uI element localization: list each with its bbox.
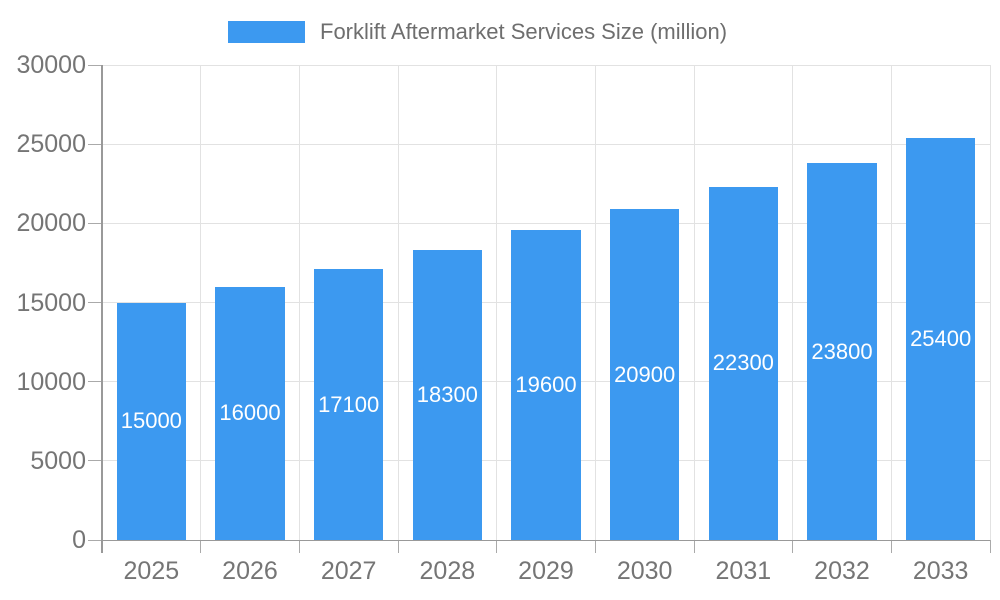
x-axis-tick	[890, 540, 892, 553]
x-axis-tick-label: 2027	[320, 557, 377, 585]
gridline-vertical	[594, 65, 596, 540]
x-axis-tick	[792, 540, 794, 553]
gridline-vertical	[792, 65, 794, 540]
bar: 22300	[708, 186, 778, 540]
x-axis-tick	[200, 540, 202, 553]
y-axis-tick-label: 0	[72, 526, 86, 554]
gridline-vertical	[693, 65, 695, 540]
bar: 15000	[116, 302, 186, 540]
y-axis-tick	[88, 381, 102, 383]
y-axis-tick-label: 5000	[30, 446, 86, 475]
bar: 18300	[412, 250, 482, 540]
bar-value-label: 17100	[318, 391, 380, 417]
y-axis-tick-label: 15000	[16, 288, 86, 317]
bar: 25400	[906, 137, 976, 540]
gridline-vertical	[890, 65, 892, 540]
x-axis-tick	[298, 540, 300, 553]
x-axis-tick	[693, 540, 695, 553]
y-axis-tick	[88, 222, 102, 224]
bar: 20900	[610, 209, 680, 540]
bar-value-label: 23800	[811, 338, 873, 364]
bar-value-label: 22300	[712, 350, 774, 376]
y-axis-tick-label: 25000	[16, 130, 86, 159]
gridline-horizontal	[102, 64, 990, 66]
y-axis-tick-label: 30000	[16, 51, 86, 79]
x-axis-line	[102, 539, 990, 541]
y-axis-tick-label: 20000	[16, 209, 86, 238]
x-axis-tick	[496, 540, 498, 553]
bar-value-label: 16000	[219, 400, 281, 426]
bar-value-label: 25400	[910, 325, 972, 351]
y-axis-tick-label: 10000	[16, 367, 86, 396]
bar-value-label: 18300	[416, 382, 478, 408]
y-axis-tick	[88, 143, 102, 145]
y-axis-tick	[88, 302, 102, 303]
gridline-vertical	[989, 65, 991, 540]
bar-value-label: 15000	[120, 408, 182, 434]
x-axis-tick-label: 2025	[123, 557, 180, 585]
x-axis-tick-label: 2031	[715, 557, 772, 585]
x-axis-tick-label: 2026	[222, 557, 278, 585]
x-axis-tick-label: 2029	[518, 557, 574, 585]
x-axis-tick-label: 2030	[616, 557, 673, 585]
x-axis-tick-label: 2033	[912, 557, 969, 585]
bar: 23800	[807, 163, 877, 540]
x-axis-tick-label: 2028	[419, 557, 476, 585]
gridline-horizontal	[102, 143, 990, 145]
y-axis-tick	[88, 460, 102, 462]
bar: 19600	[511, 229, 581, 540]
x-axis-tick	[397, 540, 399, 553]
x-axis-tick	[989, 540, 991, 553]
bar: 16000	[215, 286, 285, 540]
y-axis-tick	[88, 539, 102, 541]
x-axis-tick-label: 2032	[814, 557, 870, 585]
gridline-vertical	[298, 65, 300, 540]
gridline-horizontal	[102, 222, 990, 224]
legend-swatch	[228, 21, 305, 43]
gridline-vertical	[200, 65, 202, 540]
x-axis-tick	[594, 540, 596, 553]
y-axis-line	[101, 65, 103, 553]
y-axis-tick	[88, 64, 102, 66]
legend-item[interactable]: Forklift Aftermarket Services Size (mill…	[228, 21, 727, 43]
bar: 17100	[314, 269, 384, 540]
legend-label: Forklift Aftermarket Services Size (mill…	[320, 19, 728, 44]
bar-value-label: 20900	[614, 361, 676, 387]
bar-value-label: 19600	[515, 371, 577, 397]
gridline-vertical	[496, 65, 498, 540]
gridline-vertical	[397, 65, 399, 540]
